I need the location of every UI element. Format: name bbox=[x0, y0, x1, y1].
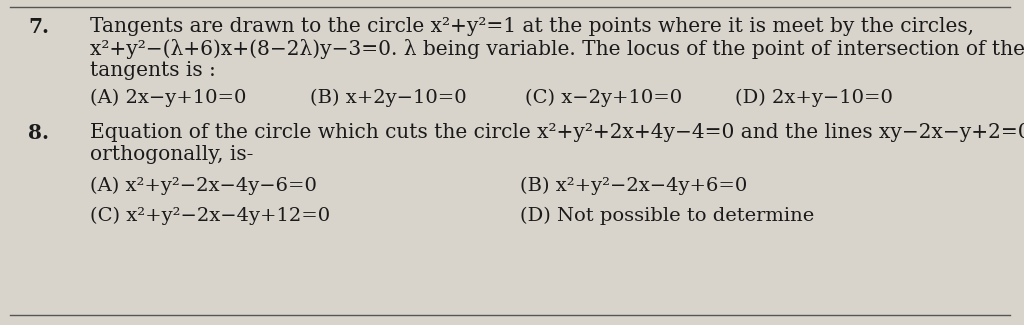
Text: x²+y²−(λ+6)x+(8−2λ)y−3=0. λ being variable. The locus of the point of intersecti: x²+y²−(λ+6)x+(8−2λ)y−3=0. λ being variab… bbox=[90, 39, 1024, 59]
Text: (C) x²+y²−2x−4y+12=0: (C) x²+y²−2x−4y+12=0 bbox=[90, 207, 330, 225]
Text: (A) x²+y²−2x−4y−6=0: (A) x²+y²−2x−4y−6=0 bbox=[90, 177, 316, 195]
Text: (B) x²+y²−2x−4y+6=0: (B) x²+y²−2x−4y+6=0 bbox=[520, 177, 748, 195]
Text: tangents is :: tangents is : bbox=[90, 61, 216, 80]
Text: Equation of the circle which cuts the circle x²+y²+2x+4y−4=0 and the lines xy−2x: Equation of the circle which cuts the ci… bbox=[90, 123, 1024, 142]
Text: Tangents are drawn to the circle x²+y²=1 at the points where it is meet by the c: Tangents are drawn to the circle x²+y²=1… bbox=[90, 17, 974, 36]
Text: (D) 2x+y−10=0: (D) 2x+y−10=0 bbox=[735, 89, 893, 107]
Text: (B) x+2y−10=0: (B) x+2y−10=0 bbox=[310, 89, 467, 107]
Text: (C) x−2y+10=0: (C) x−2y+10=0 bbox=[525, 89, 682, 107]
Text: orthogonally, is-: orthogonally, is- bbox=[90, 145, 253, 164]
Text: 7.: 7. bbox=[28, 17, 49, 37]
Text: (A) 2x−y+10=0: (A) 2x−y+10=0 bbox=[90, 89, 247, 107]
Text: (D) Not possible to determine: (D) Not possible to determine bbox=[520, 207, 814, 225]
Text: 8.: 8. bbox=[28, 123, 49, 143]
